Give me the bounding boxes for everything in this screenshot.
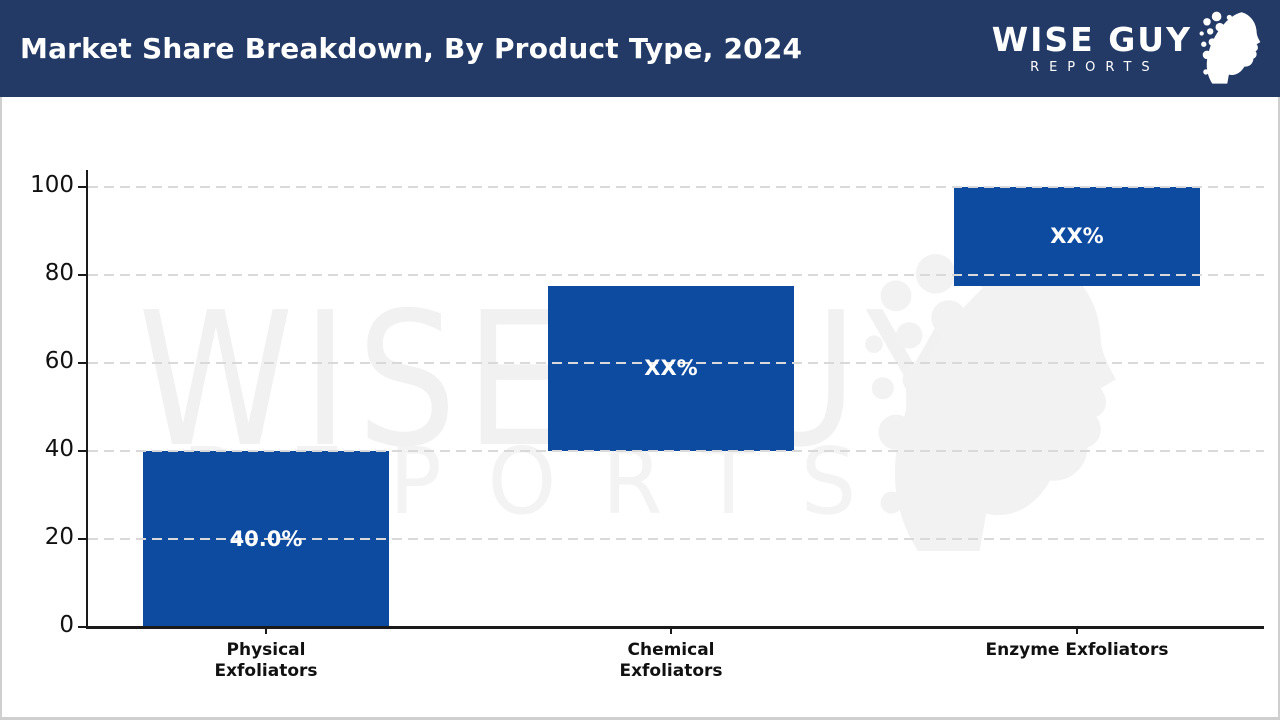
watermark-head-icon [780, 243, 1210, 573]
x-tick-enzyme-exfoliators [1076, 627, 1078, 634]
y-tick-40 [78, 449, 86, 452]
bar-enzyme-exfoliators [954, 186, 1200, 286]
x-tick-chemical-exfoliators [670, 627, 672, 634]
header-bar: Market Share Breakdown, By Product Type,… [0, 0, 1280, 97]
logo-wordmark: WISE GUY [991, 20, 1192, 60]
page-border-left [0, 97, 2, 720]
page-border-right [1278, 97, 1280, 720]
y-tick-20 [78, 537, 86, 540]
y-tick-label-20: 20 [44, 523, 74, 550]
y-tick-60 [78, 361, 86, 364]
category-label-line: Exfoliators [214, 661, 318, 681]
x-tick-physical-exfoliators [265, 627, 267, 634]
bar-value-label-enzyme-exfoliators: XX% [1050, 224, 1104, 249]
logo-subtitle: REPORTS [1030, 59, 1160, 75]
gridline-80 [88, 273, 1264, 276]
y-tick-label-0: 0 [59, 612, 74, 638]
x-axis-line [86, 626, 1264, 629]
y-tick-0 [78, 626, 86, 628]
y-tick-label-60: 60 [44, 347, 74, 374]
page-border-bottom [0, 717, 1280, 720]
page-title: Market Share Breakdown, By Product Type,… [20, 32, 803, 65]
gridline-100 [88, 185, 1264, 188]
category-label-line: Physical [226, 640, 306, 660]
y-tick-label-40: 40 [44, 435, 74, 462]
category-label-chemical-exfoliators: Chemical Exfoliators [521, 640, 821, 682]
wiseguy-head-icon [1196, 9, 1266, 89]
category-label-line: Enzyme Exfoliators [985, 640, 1169, 660]
y-tick-80 [78, 273, 86, 276]
category-label-enzyme-exfoliators: Enzyme Exfoliators [927, 640, 1227, 661]
gridline-40 [88, 449, 1264, 452]
category-label-physical-exfoliators: Physical Exfoliators [116, 640, 416, 682]
wiseguy-reports-logo: WISE GUY REPORTS [992, 6, 1266, 92]
logo-text: WISE GUY REPORTS [992, 23, 1192, 75]
bar-chemical-exfoliators [548, 285, 794, 451]
category-label-line: Chemical [627, 640, 715, 660]
gridline-60 [88, 361, 1264, 364]
category-label-line: Exfoliators [619, 661, 723, 681]
y-tick-label-100: 100 [30, 171, 74, 198]
bar-value-label-physical-exfoliators: 40.0% [229, 526, 303, 551]
y-axis-line [86, 170, 88, 628]
y-tick-label-80: 80 [44, 259, 74, 286]
y-tick-100 [78, 185, 86, 188]
gridline-20 [88, 537, 1264, 540]
bar-value-label-chemical-exfoliators: XX% [644, 356, 698, 381]
